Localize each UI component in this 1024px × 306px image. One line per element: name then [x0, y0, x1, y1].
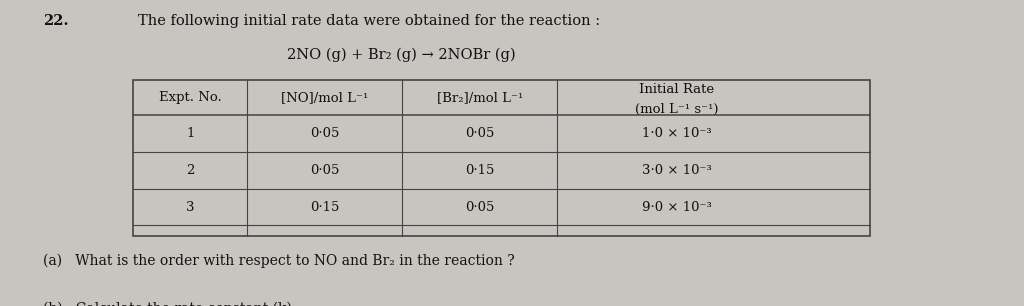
Text: 2NO (g) + Br₂ (g) → 2NOBr (g): 2NO (g) + Br₂ (g) → 2NOBr (g) [287, 47, 515, 62]
Text: (mol L⁻¹ s⁻¹): (mol L⁻¹ s⁻¹) [635, 103, 719, 116]
Text: 0·05: 0·05 [310, 164, 340, 177]
Text: 0·05: 0·05 [465, 201, 495, 214]
Text: The following initial rate data were obtained for the reaction :: The following initial rate data were obt… [138, 14, 600, 28]
Text: Initial Rate: Initial Rate [639, 83, 715, 96]
Text: 3: 3 [186, 201, 195, 214]
Text: [Br₂]/mol L⁻¹: [Br₂]/mol L⁻¹ [436, 91, 523, 104]
Text: (b)   Calculate the rate constant (k).: (b) Calculate the rate constant (k). [43, 301, 296, 306]
Text: [NO]/mol L⁻¹: [NO]/mol L⁻¹ [282, 91, 369, 104]
Text: 1: 1 [186, 127, 195, 140]
Text: 22.: 22. [43, 14, 69, 28]
Text: 0·05: 0·05 [465, 127, 495, 140]
Text: 0·05: 0·05 [310, 127, 340, 140]
Text: 1·0 × 10⁻³: 1·0 × 10⁻³ [642, 127, 712, 140]
Text: 9·0 × 10⁻³: 9·0 × 10⁻³ [642, 201, 712, 214]
Bar [133, 80, 870, 236]
Text: 3·0 × 10⁻³: 3·0 × 10⁻³ [642, 164, 712, 177]
Text: 2: 2 [186, 164, 195, 177]
Text: (a)   What is the order with respect to NO and Br₂ in the reaction ?: (a) What is the order with respect to NO… [43, 254, 515, 268]
Text: Expt. No.: Expt. No. [159, 91, 221, 104]
Text: 0·15: 0·15 [310, 201, 340, 214]
Text: 0·15: 0·15 [465, 164, 495, 177]
